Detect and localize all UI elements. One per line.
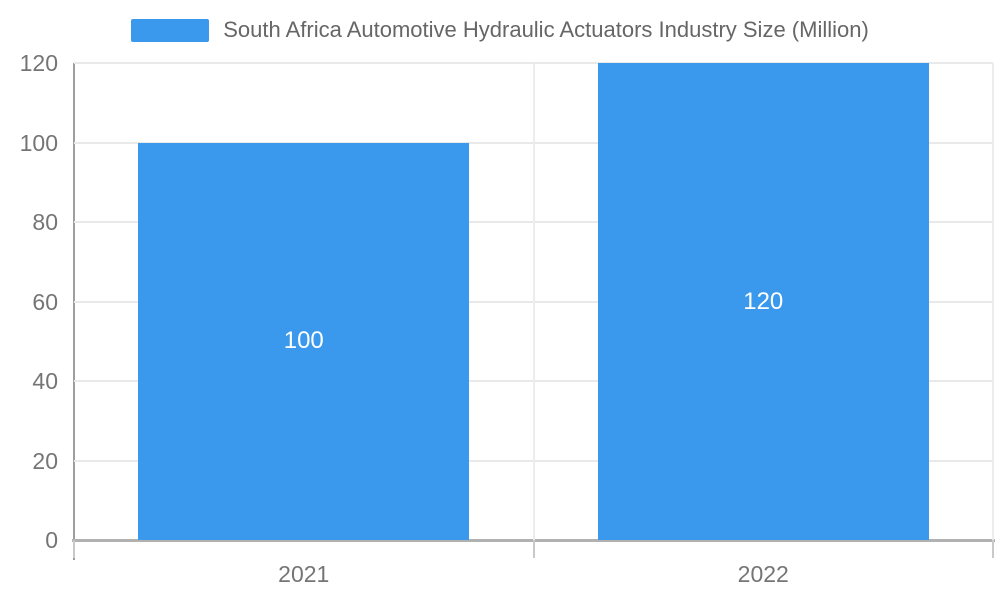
legend-label: South Africa Automotive Hydraulic Actuat… — [223, 17, 869, 42]
bar-value-label: 100 — [283, 327, 324, 355]
x-axis-tick — [73, 540, 75, 558]
x-axis-category-label: 2021 — [278, 561, 330, 587]
y-axis-tick-label: 100 — [19, 129, 58, 156]
bar-2021[interactable] — [138, 142, 470, 540]
plot-area: 100 120 — [72, 62, 995, 560]
y-axis-tick-label: 60 — [32, 288, 58, 315]
x-axis-category-label: 2022 — [737, 561, 789, 587]
legend-swatch-icon — [131, 18, 210, 42]
y-axis-tick-label: 40 — [32, 368, 58, 394]
y-axis-line — [73, 63, 75, 560]
gridline-vertical — [532, 63, 535, 540]
bar-value-label: 120 — [743, 287, 784, 315]
y-axis-tick-label: 120 — [19, 50, 58, 76]
y-axis-tick-label: 0 — [45, 527, 58, 553]
bar-2022[interactable] — [597, 63, 929, 540]
gridline-vertical — [992, 63, 994, 540]
y-axis-tick-label: 80 — [32, 209, 58, 235]
x-axis-tick — [992, 540, 994, 558]
legend-item[interactable]: South Africa Automotive Hydraulic Actuat… — [131, 17, 869, 43]
x-axis-tick — [532, 540, 535, 558]
y-axis-tick-label: 20 — [32, 447, 58, 474]
legend: South Africa Automotive Hydraulic Actuat… — [0, 17, 1000, 43]
